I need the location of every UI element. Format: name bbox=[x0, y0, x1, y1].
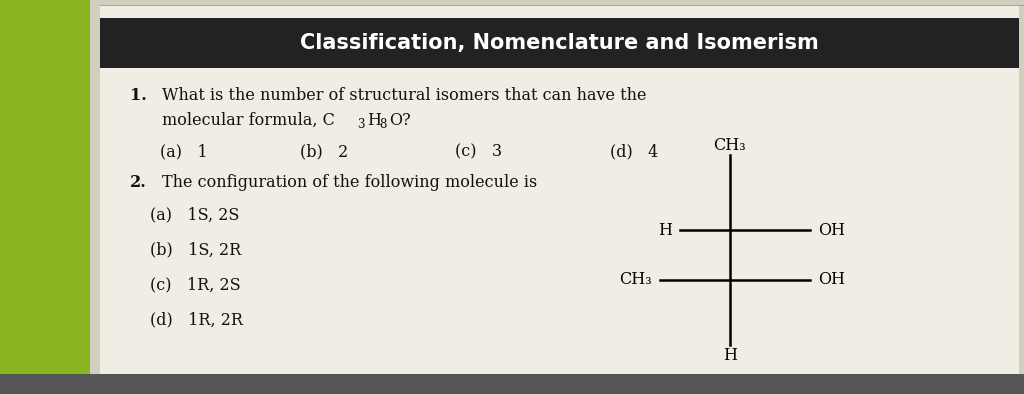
Text: The configuration of the following molecule is: The configuration of the following molec… bbox=[162, 173, 538, 191]
Text: (b)   1S, 2R: (b) 1S, 2R bbox=[150, 242, 242, 258]
Text: (b)   2: (b) 2 bbox=[300, 143, 348, 160]
Bar bbox=[0, 0, 90, 394]
Bar bbox=[100, 5, 1019, 389]
Text: O?: O? bbox=[389, 112, 411, 128]
Text: 1.: 1. bbox=[130, 87, 146, 104]
Text: H: H bbox=[723, 346, 737, 364]
Text: CH₃: CH₃ bbox=[620, 271, 652, 288]
Text: (c)   1R, 2S: (c) 1R, 2S bbox=[150, 277, 241, 294]
Bar bbox=[0, 374, 1024, 394]
Text: 2.: 2. bbox=[130, 173, 146, 191]
Text: 3: 3 bbox=[357, 117, 365, 130]
Text: (a)   1S, 2S: (a) 1S, 2S bbox=[150, 206, 240, 223]
Bar bbox=[100, 18, 1019, 68]
Text: (a)   1: (a) 1 bbox=[160, 143, 208, 160]
Text: (d)   4: (d) 4 bbox=[610, 143, 658, 160]
Text: (c)   3: (c) 3 bbox=[455, 143, 502, 160]
Text: H: H bbox=[658, 221, 672, 238]
Text: H: H bbox=[367, 112, 381, 128]
Text: OH: OH bbox=[818, 221, 845, 238]
Text: What is the number of structural isomers that can have the: What is the number of structural isomers… bbox=[162, 87, 646, 104]
Text: (d)   1R, 2R: (d) 1R, 2R bbox=[150, 312, 243, 329]
Text: Classification, Nomenclature and Isomerism: Classification, Nomenclature and Isomeri… bbox=[300, 33, 819, 53]
Text: OH: OH bbox=[818, 271, 845, 288]
Text: molecular formula, C: molecular formula, C bbox=[162, 112, 335, 128]
Text: CH₃: CH₃ bbox=[714, 136, 746, 154]
Text: 8: 8 bbox=[379, 117, 386, 130]
